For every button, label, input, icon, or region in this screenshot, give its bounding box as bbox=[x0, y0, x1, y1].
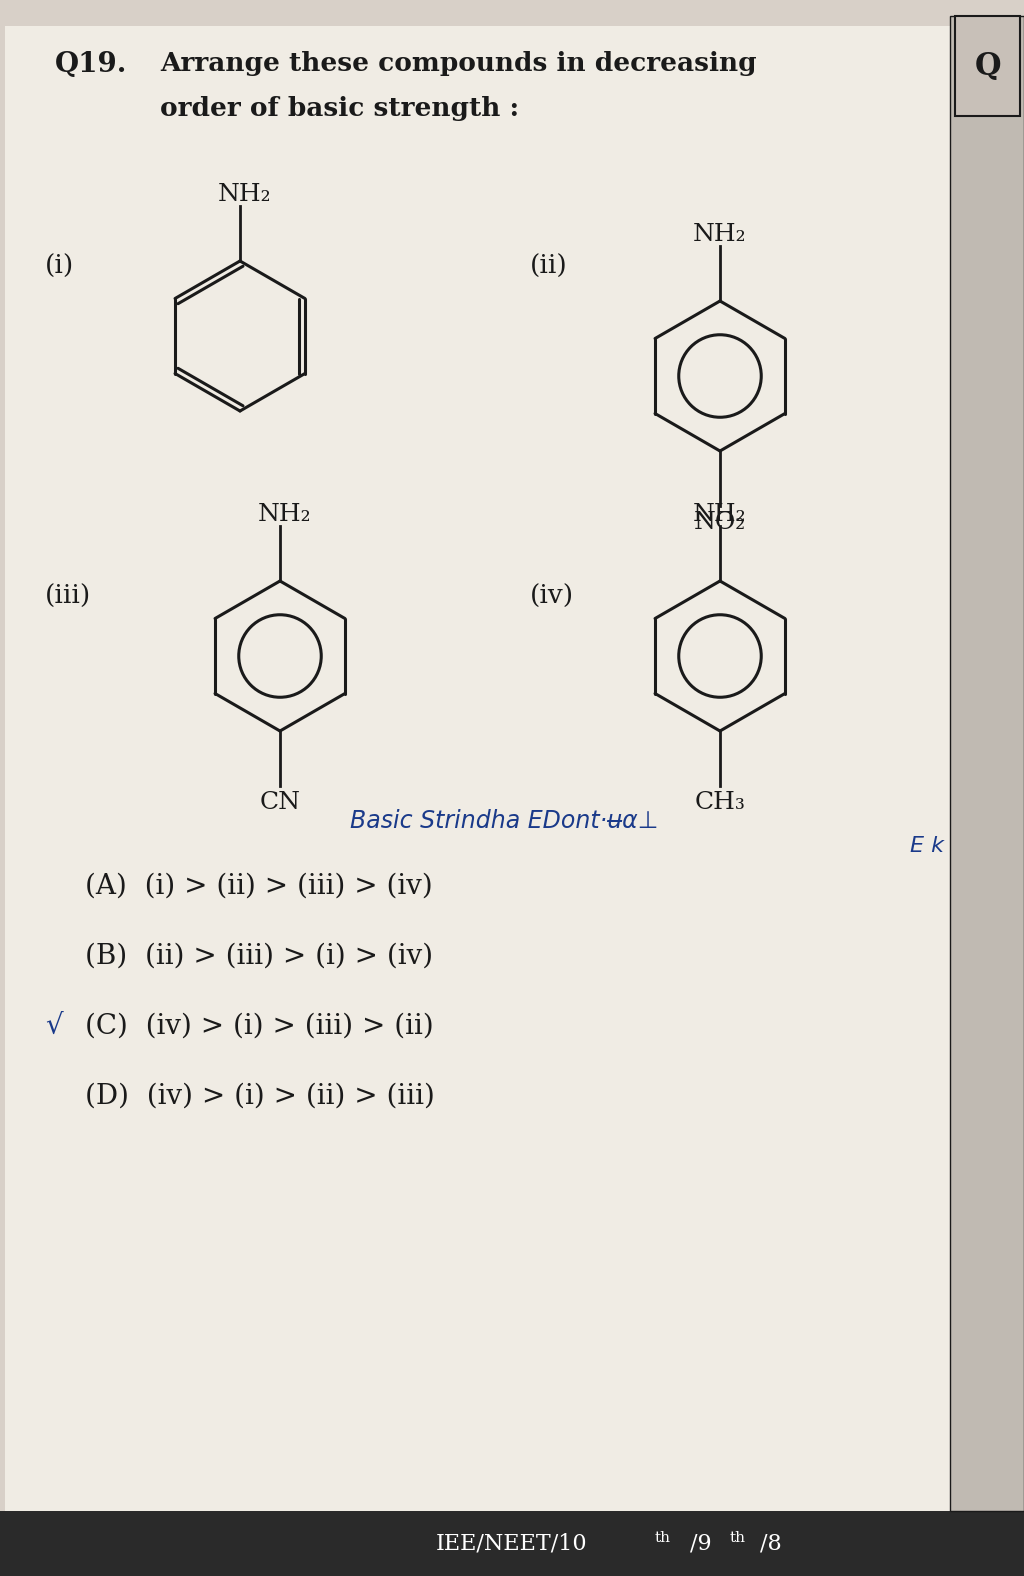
Text: NO₂: NO₂ bbox=[694, 511, 746, 534]
Text: NH₂: NH₂ bbox=[693, 503, 746, 526]
Text: (A)  (i) > (ii) > (iii) > (iv): (A) (i) > (ii) > (iii) > (iv) bbox=[85, 873, 433, 900]
Text: (i): (i) bbox=[45, 254, 75, 279]
Text: NH₂: NH₂ bbox=[218, 183, 271, 206]
Bar bbox=[955, 16, 1020, 117]
Text: (D)  (iv) > (i) > (ii) > (iii): (D) (iv) > (i) > (ii) > (iii) bbox=[85, 1083, 435, 1110]
Text: √: √ bbox=[45, 1012, 62, 1040]
Bar bbox=[0, 1511, 1024, 1576]
Text: Arrange these compounds in decreasing: Arrange these compounds in decreasing bbox=[160, 50, 757, 76]
Text: (B)  (ii) > (iii) > (i) > (iv): (B) (ii) > (iii) > (i) > (iv) bbox=[85, 942, 433, 969]
Text: (ii): (ii) bbox=[530, 254, 567, 279]
Text: NH₂: NH₂ bbox=[693, 222, 746, 246]
Text: Basic Strindha EDont·ʉα⊥: Basic Strindha EDont·ʉα⊥ bbox=[350, 808, 658, 834]
Text: Q: Q bbox=[974, 50, 1000, 82]
Text: (C)  (iv) > (i) > (iii) > (ii): (C) (iv) > (i) > (iii) > (ii) bbox=[85, 1012, 434, 1040]
Text: (iii): (iii) bbox=[45, 583, 91, 608]
Text: th: th bbox=[730, 1530, 746, 1544]
Text: /8: /8 bbox=[760, 1533, 781, 1556]
Text: E k: E k bbox=[910, 835, 944, 856]
Text: CN: CN bbox=[259, 791, 300, 813]
Text: CH₃: CH₃ bbox=[694, 791, 745, 813]
Text: /9: /9 bbox=[690, 1533, 712, 1556]
Text: NH₂: NH₂ bbox=[258, 503, 312, 526]
Text: th: th bbox=[655, 1530, 671, 1544]
Text: Q19.: Q19. bbox=[55, 50, 127, 77]
Text: IEE/NEET/10: IEE/NEET/10 bbox=[436, 1533, 588, 1556]
Bar bbox=[950, 16, 1024, 1511]
Text: order of basic strength :: order of basic strength : bbox=[160, 96, 519, 121]
Text: (iv): (iv) bbox=[530, 583, 574, 608]
